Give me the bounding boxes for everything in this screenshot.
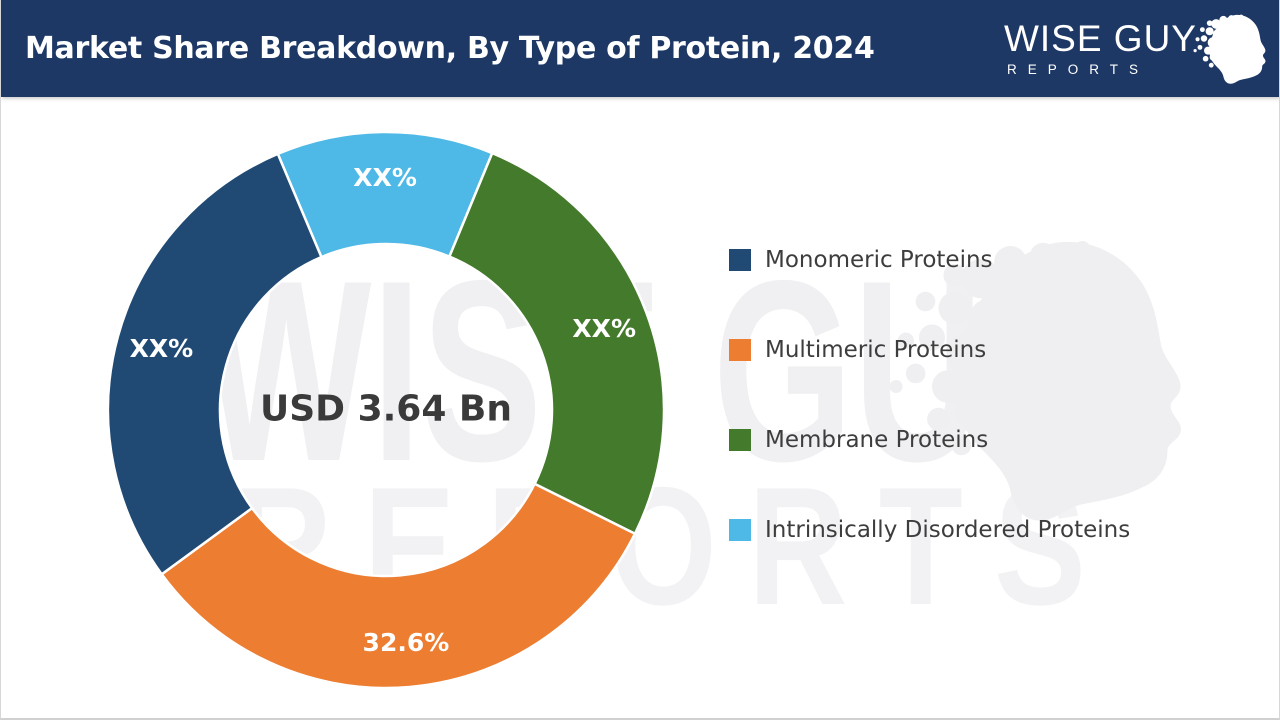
logo-text: WISE GUY REPORTS [1004, 20, 1197, 77]
donut-segment-label-2: 32.6% [363, 628, 450, 657]
donut-segment-2 [160, 482, 637, 688]
legend-item-label: Intrinsically Disordered Proteins [765, 517, 1131, 543]
donut-segment-label-3: XX% [130, 334, 194, 363]
legend-item-label: Multimeric Proteins [765, 337, 987, 363]
donut-segment-3 [108, 152, 323, 576]
center-value-label: USD 3.64 Bn [260, 388, 512, 430]
donut-segment-label-1: XX% [572, 314, 636, 343]
donut-svg: XX% XX% 32.6% XX% [108, 132, 664, 688]
legend-swatch-monomeric [729, 249, 751, 271]
logo-wise-guy-text: WISE GUY [1003, 18, 1197, 59]
logo-face-icon [1193, 14, 1266, 84]
donut-chart: XX% XX% 32.6% XX% [108, 132, 664, 688]
legend-swatch-multimeric [729, 339, 751, 361]
legend-swatch-intrinsically-disordered [729, 519, 751, 541]
legend-item-multimeric: Multimeric Proteins [729, 336, 1130, 364]
logo-reports-text: REPORTS [1006, 62, 1149, 77]
legend-item-label: Monomeric Proteins [765, 247, 993, 273]
legend-item-label: Membrane Proteins [765, 427, 989, 453]
legend-item-intrinsically-disordered: Intrinsically Disordered Proteins [729, 516, 1130, 544]
legend-item-membrane: Membrane Proteins [729, 426, 1130, 454]
header: Market Share Breakdown, By Type of Prote… [1, 0, 1279, 97]
donut-segment-label-0: XX% [353, 163, 417, 192]
legend: Monomeric Proteins Multimeric Proteins M… [729, 246, 1130, 606]
legend-item-monomeric: Monomeric Proteins [729, 246, 1130, 274]
legend-swatch-membrane [729, 429, 751, 451]
page-title: Market Share Breakdown, By Type of Prote… [25, 31, 875, 66]
donut-segment-1 [448, 151, 664, 535]
wise-guy-reports-logo: WISE GUY REPORTS [1004, 8, 1267, 90]
